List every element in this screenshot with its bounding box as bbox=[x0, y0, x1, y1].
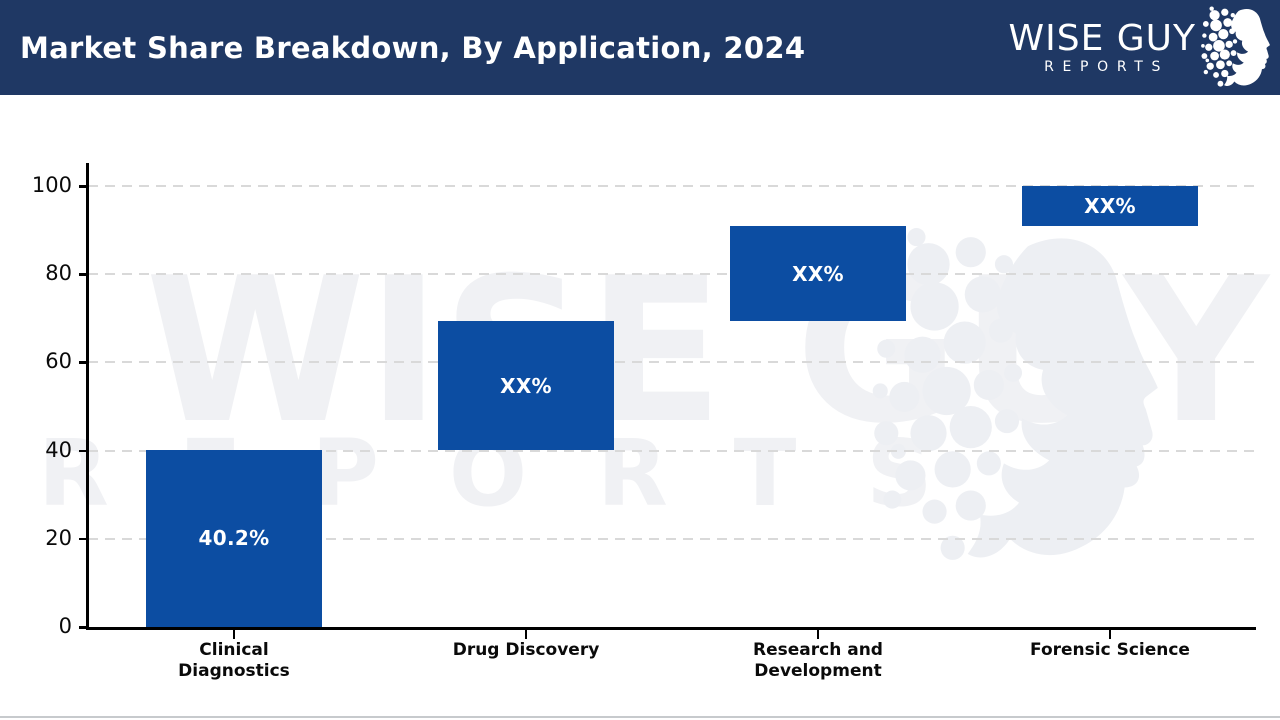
y-axis-tick bbox=[79, 361, 88, 364]
bar: XX% bbox=[438, 321, 614, 450]
y-tick-label: 60 bbox=[45, 349, 72, 374]
watermark-head-icon bbox=[872, 228, 1158, 560]
bar-value-label: XX% bbox=[1084, 194, 1136, 219]
bar: XX% bbox=[1022, 186, 1198, 227]
x-category-label: Drug Discovery bbox=[452, 640, 600, 660]
y-axis-tick bbox=[79, 626, 88, 629]
bottom-divider bbox=[0, 716, 1280, 718]
y-tick-label: 40 bbox=[45, 437, 72, 462]
gridline bbox=[88, 537, 1256, 540]
y-tick-label: 0 bbox=[58, 614, 72, 638]
y-tick-label: 80 bbox=[45, 261, 72, 286]
bar-value-label: XX% bbox=[500, 373, 552, 398]
logo-subtext: REPORTS bbox=[1044, 59, 1170, 75]
y-axis-tick bbox=[79, 449, 88, 453]
x-axis-tick bbox=[1109, 630, 1111, 639]
gridline bbox=[88, 361, 1256, 364]
x-category-label: Clinical Diagnostics bbox=[178, 640, 290, 682]
header-bar: Market Share Breakdown, By Application, … bbox=[0, 0, 1280, 95]
x-category-label: Forensic Science bbox=[1030, 640, 1190, 660]
x-axis-tick bbox=[525, 630, 527, 639]
page-title: Market Share Breakdown, By Application, … bbox=[20, 30, 806, 65]
y-axis-tick bbox=[79, 185, 88, 188]
x-axis bbox=[86, 627, 1256, 630]
logo-wordmark: WISE GUY bbox=[1008, 18, 1196, 59]
bar: 40.2% bbox=[146, 449, 322, 627]
brand-logo: WISE GUY REPORTS bbox=[1009, 5, 1273, 91]
y-tick-label: 100 bbox=[31, 173, 72, 197]
bar-value-label: 40.2% bbox=[198, 526, 270, 551]
x-axis-tick bbox=[817, 630, 819, 639]
bar: XX% bbox=[730, 226, 906, 322]
y-axis-tick bbox=[79, 273, 88, 276]
x-category-label: Research and Development bbox=[753, 640, 883, 682]
gridline bbox=[88, 449, 1256, 452]
y-tick-label: 20 bbox=[45, 525, 72, 550]
x-axis-tick bbox=[233, 630, 235, 639]
gridline bbox=[88, 185, 1256, 187]
bar-value-label: XX% bbox=[792, 261, 844, 286]
y-axis bbox=[86, 163, 89, 630]
y-axis-tick bbox=[79, 537, 88, 541]
logo-head-icon bbox=[1201, 5, 1270, 87]
gridline bbox=[88, 273, 1256, 276]
brand-logo-text: WISE GUY REPORTS bbox=[1008, 18, 1197, 75]
